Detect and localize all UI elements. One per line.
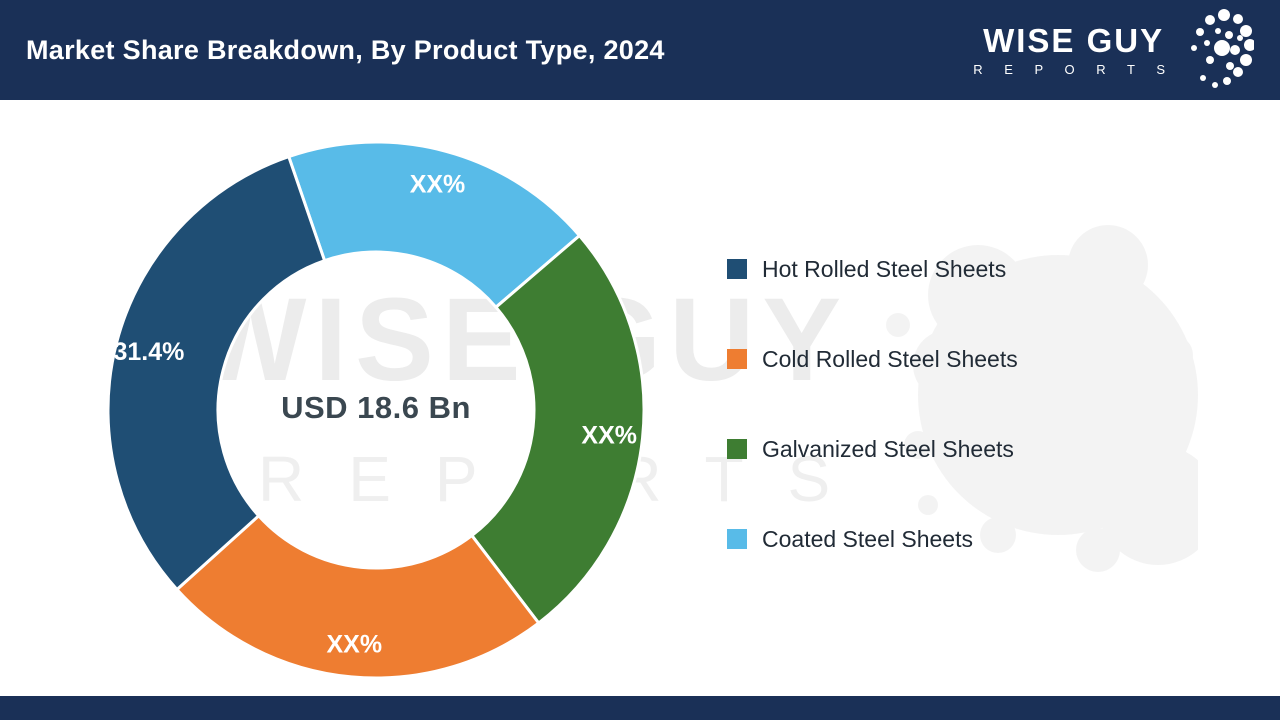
segment-value-label: XX% [581, 421, 637, 449]
brand-logo: WISE GUY R E P O R T S [973, 8, 1254, 92]
logo-tagline-text: R E P O R T S [973, 61, 1174, 77]
legend-swatch [727, 259, 747, 279]
donut-segment-coated-steel-sheets [286, 140, 582, 310]
legend-label: Galvanized Steel Sheets [762, 435, 1014, 462]
segment-value-label: XX% [410, 170, 466, 198]
legend-swatch [727, 349, 747, 369]
legend-label: Cold Rolled Steel Sheets [762, 345, 1018, 372]
legend-item: Coated Steel Sheets [727, 524, 1018, 554]
legend-swatch [727, 529, 747, 549]
chart-legend: Hot Rolled Steel Sheets Cold Rolled Stee… [727, 254, 1018, 614]
header: Market Share Breakdown, By Product Type,… [0, 0, 1280, 100]
segment-value-label: XX% [327, 630, 383, 658]
legend-item: Cold Rolled Steel Sheets [727, 344, 1018, 374]
legend-item: Galvanized Steel Sheets [727, 434, 1018, 464]
legend-label: Coated Steel Sheets [762, 525, 973, 552]
logo-head-icon [1191, 9, 1254, 88]
legend-item: Hot Rolled Steel Sheets [727, 254, 1018, 284]
donut-segment-cold-rolled-steel-sheets [174, 513, 541, 680]
logo-name-text: WISE GUY [983, 21, 1165, 59]
legend-label: Hot Rolled Steel Sheets [762, 255, 1007, 282]
donut-segment-galvanized-steel-sheets [469, 233, 646, 626]
logo-wordmark: WISE GUY R E P O R T S [973, 24, 1174, 77]
donut-center-value: USD 18.6 Bn [281, 390, 471, 425]
donut-chart: XX% XX% XX% 31.4% [106, 140, 646, 680]
page-title: Market Share Breakdown, By Product Type,… [26, 34, 665, 65]
legend-swatch [727, 439, 747, 459]
segment-value-label: 31.4% [113, 338, 184, 366]
donut-segment-hot-rolled-steel-sheets [106, 154, 327, 592]
footer-bar [0, 696, 1280, 720]
